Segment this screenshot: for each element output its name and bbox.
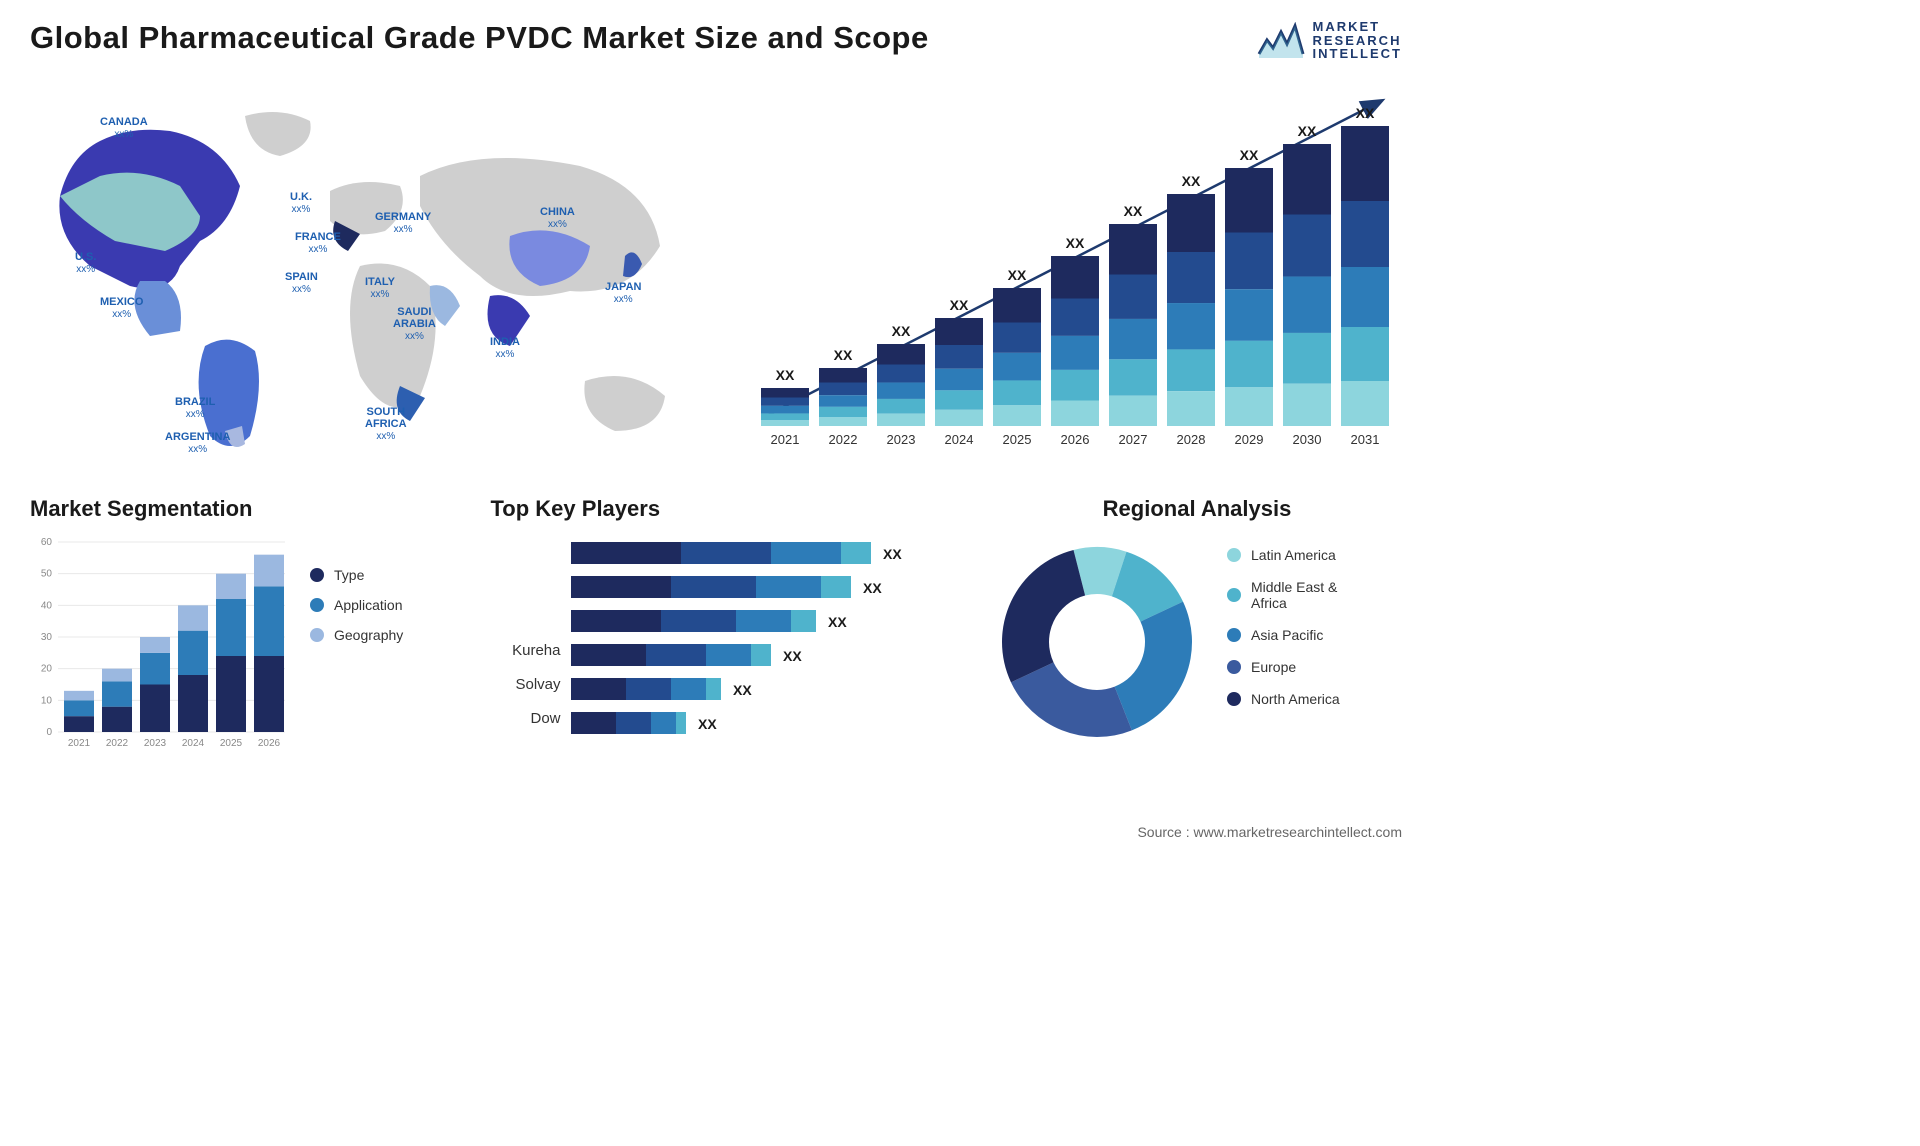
svg-text:2023: 2023 — [887, 432, 916, 447]
svg-text:0: 0 — [46, 727, 52, 738]
legend-item: Application — [310, 597, 403, 613]
segmentation-chart: 0 10 20 30 40 50 60 2021 2022 2023 2024 2025 2026 Ty… — [30, 537, 461, 757]
source-caption: Source : www.marketresearchintellect.com — [1137, 824, 1402, 840]
map-country-label: U.S.xx% — [75, 251, 96, 275]
legend-item: Europe — [1227, 659, 1361, 675]
players-title: Top Key Players — [491, 496, 963, 522]
svg-text:2026: 2026 — [1061, 432, 1090, 447]
map-country-label: GERMANYxx% — [375, 211, 431, 235]
map-country-label: CANADAxx% — [100, 116, 148, 140]
page-title: Global Pharmaceutical Grade PVDC Market … — [30, 20, 1402, 56]
regional-title: Regional Analysis — [992, 496, 1402, 522]
svg-text:2031: 2031 — [1351, 432, 1380, 447]
svg-text:2024: 2024 — [945, 432, 974, 447]
svg-text:XX: XX — [1240, 147, 1259, 163]
svg-text:XX: XX — [698, 716, 717, 732]
map-country-label: SPAINxx% — [285, 271, 318, 295]
svg-text:10: 10 — [41, 695, 53, 706]
growth-bar-chart: XX 2021 XX 2022 XX 2023 XX 2024 XX 2025 XX 2026 XX 20… — [740, 86, 1402, 466]
svg-text:30: 30 — [41, 632, 53, 643]
svg-text:2027: 2027 — [1119, 432, 1148, 447]
svg-text:50: 50 — [41, 569, 53, 580]
svg-text:2026: 2026 — [258, 738, 281, 749]
player-name — [491, 538, 561, 560]
map-country-label: SAUDIARABIAxx% — [393, 306, 436, 342]
svg-text:2022: 2022 — [829, 432, 858, 447]
map-country-label: INDIAxx% — [490, 336, 520, 360]
players-chart: Kureha Solvay Dow XX XX XX XX XX XX — [491, 537, 963, 747]
svg-text:2023: 2023 — [144, 738, 167, 749]
svg-text:XX: XX — [1066, 235, 1085, 251]
map-country-label: SOUTHAFRICAxx% — [365, 406, 407, 442]
svg-text:XX: XX — [950, 297, 969, 313]
svg-text:2022: 2022 — [106, 738, 129, 749]
legend-item: Asia Pacific — [1227, 627, 1361, 643]
regional-donut: Latin America Middle East & Africa Asia Pa… — [992, 537, 1402, 747]
svg-text:2024: 2024 — [182, 738, 205, 749]
legend-item: Type — [310, 567, 403, 583]
map-country-label: ITALYxx% — [365, 276, 395, 300]
svg-text:2025: 2025 — [1003, 432, 1032, 447]
svg-text:2030: 2030 — [1293, 432, 1322, 447]
svg-text:2021: 2021 — [771, 432, 800, 447]
svg-text:XX: XX — [834, 347, 853, 363]
world-map: CANADAxx% U.S.xx%MEXICOxx% BRAZILxx% ARGENT… — [30, 86, 710, 466]
svg-text:2025: 2025 — [220, 738, 243, 749]
svg-text:2021: 2021 — [68, 738, 91, 749]
segmentation-title: Market Segmentation — [30, 496, 461, 522]
svg-text:XX: XX — [1008, 267, 1027, 283]
legend-item: Geography — [310, 627, 403, 643]
map-country-label: FRANCExx% — [295, 231, 341, 255]
player-name: Solvay — [491, 674, 561, 696]
svg-text:XX: XX — [733, 682, 752, 698]
map-country-label: MEXICOxx% — [100, 296, 143, 320]
svg-text:XX: XX — [1124, 203, 1143, 219]
svg-text:XX: XX — [1298, 123, 1317, 139]
svg-text:XX: XX — [863, 580, 882, 596]
map-country-label: ARGENTINAxx% — [165, 431, 230, 455]
logo-text-3: INTELLECT — [1313, 47, 1403, 61]
svg-text:XX: XX — [892, 323, 911, 339]
legend-item: Latin America — [1227, 547, 1361, 563]
svg-text:XX: XX — [783, 648, 802, 664]
svg-text:20: 20 — [41, 664, 53, 675]
legend-item: Middle East & Africa — [1227, 579, 1361, 611]
legend-item: North America — [1227, 691, 1361, 707]
player-name — [491, 572, 561, 594]
svg-text:2028: 2028 — [1177, 432, 1206, 447]
svg-text:2029: 2029 — [1235, 432, 1264, 447]
map-country-label: CHINAxx% — [540, 206, 575, 230]
logo-mark-icon — [1257, 22, 1305, 58]
player-name — [491, 606, 561, 628]
map-country-label: U.K.xx% — [290, 191, 312, 215]
logo-text-2: RESEARCH — [1313, 34, 1403, 48]
svg-text:XX: XX — [1182, 173, 1201, 189]
logo-text-1: MARKET — [1313, 20, 1403, 34]
svg-text:XX: XX — [1356, 105, 1375, 121]
svg-text:XX: XX — [776, 367, 795, 383]
svg-text:40: 40 — [41, 600, 53, 611]
map-country-label: JAPANxx% — [605, 281, 641, 305]
svg-text:XX: XX — [883, 546, 902, 562]
brand-logo: MARKET RESEARCH INTELLECT — [1257, 20, 1403, 61]
map-country-label: BRAZILxx% — [175, 396, 215, 420]
player-name: Kureha — [491, 640, 561, 662]
svg-text:60: 60 — [41, 537, 53, 548]
svg-text:XX: XX — [828, 614, 847, 630]
player-name: Dow — [491, 708, 561, 730]
